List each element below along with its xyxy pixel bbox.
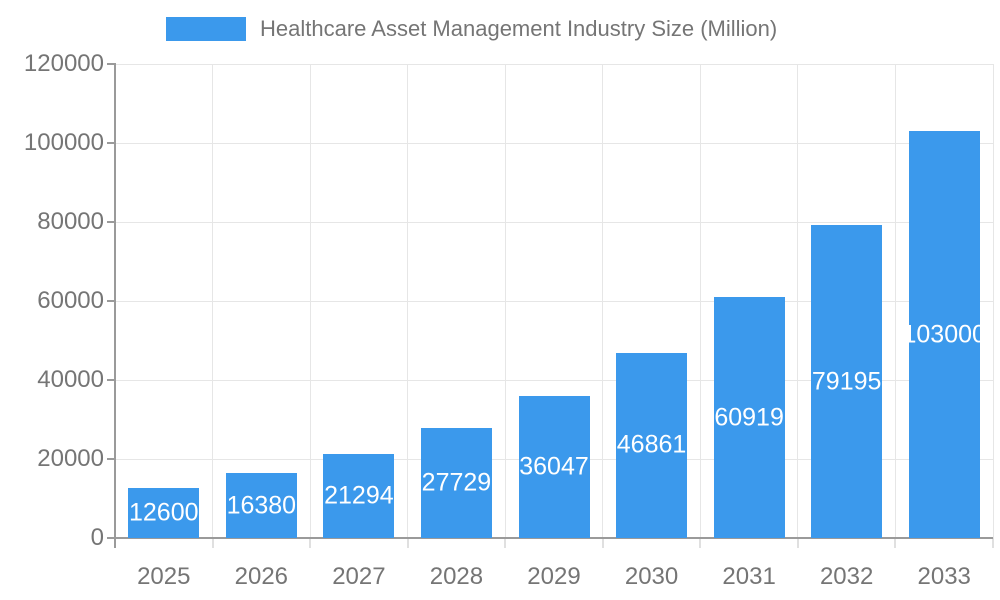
- y-gridline: [115, 379, 993, 381]
- x-axis-label: 2032: [819, 563, 874, 590]
- y-gridline: [115, 221, 993, 223]
- y-gridline: [115, 63, 993, 65]
- y-gridline: [115, 142, 993, 144]
- x-axis-tick: [601, 538, 604, 548]
- x-gridline: [504, 64, 506, 538]
- x-axis-tick: [796, 538, 799, 548]
- y-axis-label: 60000: [37, 287, 104, 314]
- x-axis-label: 2031: [722, 563, 776, 590]
- x-axis-tick: [211, 538, 214, 548]
- x-axis-label: 2026: [234, 563, 289, 590]
- x-axis-tick: [699, 538, 702, 548]
- y-axis-label: 120000: [23, 50, 104, 77]
- x-gridline: [699, 64, 701, 538]
- y-axis-tick: [107, 142, 115, 144]
- bar-2027[interactable]: [323, 453, 395, 538]
- bar-value-label: 21294: [324, 481, 394, 510]
- y-axis-label: 20000: [37, 445, 104, 472]
- x-gridline: [797, 64, 799, 538]
- x-gridline: [992, 64, 994, 538]
- y-axis-tick: [107, 458, 115, 460]
- bar-value-label: 60919: [714, 403, 784, 432]
- x-gridline: [602, 64, 604, 538]
- bar-2031[interactable]: [713, 297, 785, 538]
- bar-2030[interactable]: [616, 352, 688, 538]
- bar-2033[interactable]: [908, 131, 980, 538]
- bar-2029[interactable]: [518, 395, 590, 538]
- y-axis-tick: [107, 63, 115, 65]
- x-axis-tick: [309, 538, 312, 548]
- y-axis-tick: [107, 221, 115, 223]
- bar-2025[interactable]: [128, 488, 200, 538]
- x-axis-label: 2028: [429, 563, 484, 590]
- x-gridline: [894, 64, 896, 538]
- bar-value-label: 36047: [519, 452, 589, 481]
- x-axis-label: 2029: [527, 563, 581, 590]
- legend-swatch: [166, 17, 246, 41]
- x-gridline: [407, 64, 409, 538]
- x-axis-label: 2027: [332, 563, 386, 590]
- bar-value-label: 27729: [421, 468, 492, 497]
- bar-2032[interactable]: [811, 225, 883, 538]
- y-axis-label: 40000: [37, 366, 104, 393]
- bar-2026[interactable]: [225, 473, 297, 538]
- x-gridline: [212, 64, 214, 538]
- x-axis-label: 2025: [137, 563, 191, 590]
- bar-value-label: 16380: [226, 491, 297, 520]
- x-axis-tick: [504, 538, 507, 548]
- y-axis-label: 80000: [37, 208, 104, 235]
- y-axis-line: [114, 63, 116, 548]
- chart-title: Healthcare Asset Management Industry Siz…: [260, 16, 778, 41]
- y-gridline: [115, 300, 993, 302]
- x-axis-tick: [992, 538, 994, 548]
- y-axis-label: 0: [90, 524, 104, 551]
- bar-value-label: 79195: [811, 367, 882, 396]
- x-gridline: [309, 64, 311, 538]
- y-axis-label: 100000: [23, 129, 104, 156]
- bar-2028[interactable]: [420, 428, 492, 538]
- bar-value-label: 103000: [902, 320, 986, 349]
- x-axis-line: [107, 537, 993, 539]
- x-axis-label: 2033: [917, 563, 971, 590]
- bar-value-label: 12600: [129, 498, 199, 527]
- x-axis-label: 2030: [624, 563, 679, 590]
- bar-value-label: 46861: [616, 430, 687, 459]
- y-axis-tick: [107, 300, 115, 302]
- legend-item[interactable]: Healthcare Asset Management Industry Siz…: [166, 15, 777, 43]
- x-axis-tick: [894, 538, 897, 548]
- x-axis-tick: [406, 538, 409, 548]
- y-axis-tick: [107, 379, 115, 381]
